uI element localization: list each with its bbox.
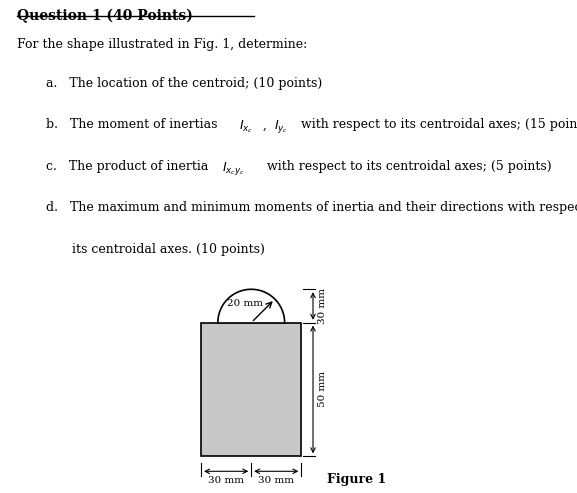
Text: its centroidal axes. (10 points): its centroidal axes. (10 points) (72, 243, 265, 255)
Text: Question 1 (40 Points): Question 1 (40 Points) (17, 9, 193, 23)
Text: 20 mm: 20 mm (227, 299, 263, 308)
Text: 30 mm: 30 mm (208, 476, 244, 485)
Text: 30 mm: 30 mm (318, 288, 327, 324)
Text: $I_{x_c}$: $I_{x_c}$ (239, 118, 254, 135)
Text: 50 mm: 50 mm (318, 371, 327, 408)
Bar (201, 323, 301, 456)
Text: $I_{x_c y_c}$: $I_{x_c y_c}$ (222, 160, 245, 176)
Text: b.   The moment of inertias: b. The moment of inertias (46, 118, 222, 131)
Text: ,: , (263, 118, 271, 131)
Text: with respect to its centroidal axes; (5 points): with respect to its centroidal axes; (5 … (263, 160, 551, 173)
Text: 30 mm: 30 mm (258, 476, 294, 485)
Text: $I_{y_c}$: $I_{y_c}$ (274, 118, 288, 135)
Text: d.   The maximum and minimum moments of inertia and their directions with respec: d. The maximum and minimum moments of in… (46, 201, 577, 214)
Text: with respect to its centroidal axes; (15 points): with respect to its centroidal axes; (15… (297, 118, 577, 131)
Text: c.   The product of inertia: c. The product of inertia (46, 160, 212, 173)
Text: a.   The location of the centroid; (10 points): a. The location of the centroid; (10 poi… (46, 77, 323, 90)
Text: For the shape illustrated in Fig. 1, determine:: For the shape illustrated in Fig. 1, det… (17, 38, 308, 51)
Text: Figure 1: Figure 1 (327, 473, 386, 486)
Polygon shape (218, 289, 284, 323)
